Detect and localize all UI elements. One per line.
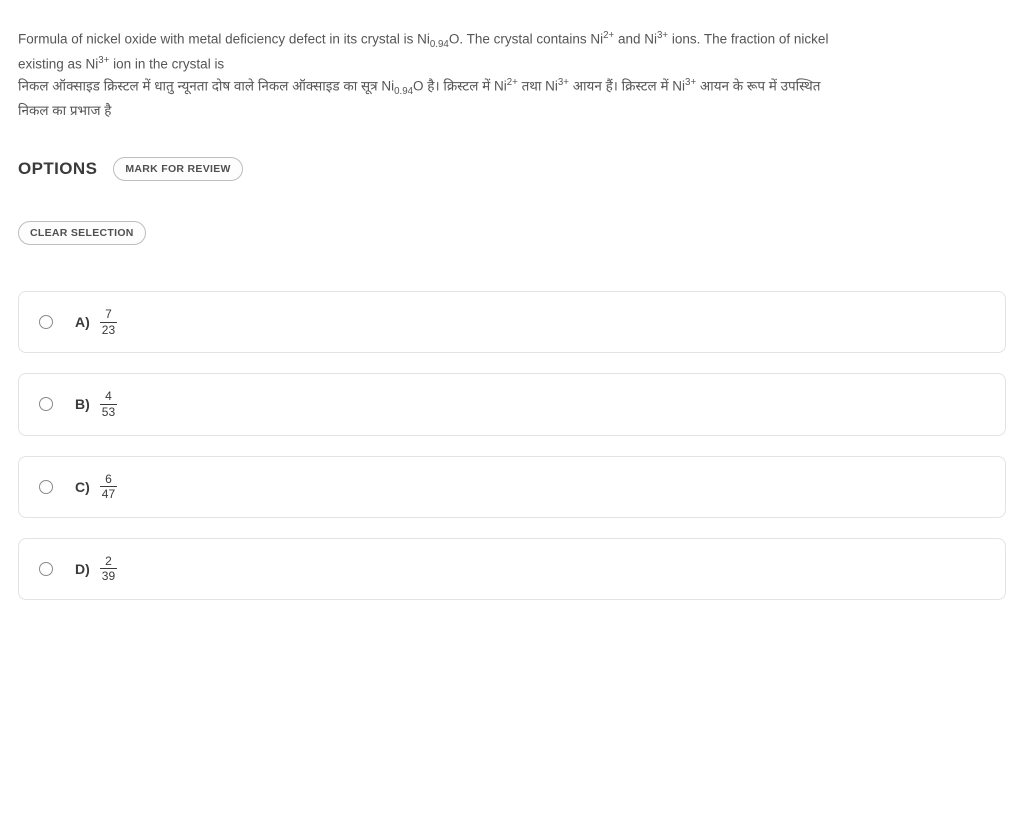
option-b[interactable]: B) 4 53 [18,373,1006,435]
q-hi-sup: 3+ [685,77,696,88]
q-en-part: O. The crystal contains Ni [449,32,603,47]
q-hi-sup: 3+ [558,77,569,88]
mark-for-review-button[interactable]: MARK FOR REVIEW [113,157,242,181]
q-en-part: ion in the crystal is [109,56,224,71]
clear-selection-row: CLEAR SELECTION [18,221,1006,245]
option-fraction: 2 39 [100,555,117,583]
option-fraction: 6 47 [100,473,117,501]
option-body: D) 2 39 [75,555,117,583]
fraction-denominator: 39 [100,568,117,583]
q-hi-part: आयन हैं। क्रिस्टल में Ni [569,78,685,93]
fraction-numerator: 6 [100,473,117,487]
q-hi-part: आयन के रूप में उपस्थित [696,78,820,93]
option-letter: B) [75,396,90,412]
fraction-denominator: 47 [100,486,117,501]
option-fraction: 4 53 [100,390,117,418]
q-en-part: Formula of nickel oxide with metal defic… [18,32,430,47]
fraction-numerator: 7 [100,308,117,322]
q-en-sup: 2+ [603,30,614,41]
radio-icon[interactable] [39,562,53,576]
clear-selection-button[interactable]: CLEAR SELECTION [18,221,146,245]
q-hi-part: तथा Ni [518,78,558,93]
option-body: C) 6 47 [75,473,117,501]
q-hi-sup: 2+ [507,77,518,88]
fraction-denominator: 23 [100,322,117,337]
q-en-sup: 3+ [98,55,109,66]
option-d[interactable]: D) 2 39 [18,538,1006,600]
q-en-part: and Ni [614,32,657,47]
radio-icon[interactable] [39,315,53,329]
option-body: B) 4 53 [75,390,117,418]
q-en-part: existing as Ni [18,56,98,71]
option-a[interactable]: A) 7 23 [18,291,1006,353]
option-fraction: 7 23 [100,308,117,336]
q-hi-part: O है। क्रिस्टल में Ni [413,78,507,93]
option-letter: C) [75,479,90,495]
options-header: OPTIONS MARK FOR REVIEW [18,157,1006,181]
option-letter: A) [75,314,90,330]
q-hi-part: निकल का प्रभाज है [18,103,111,118]
option-letter: D) [75,561,90,577]
options-label: OPTIONS [18,159,97,179]
radio-icon[interactable] [39,397,53,411]
options-list: A) 7 23 B) 4 53 C) 6 47 D) [18,291,1006,600]
question-text: Formula of nickel oxide with metal defic… [18,28,1006,121]
fraction-numerator: 4 [100,390,117,404]
fraction-numerator: 2 [100,555,117,569]
q-en-part: ions. The fraction of nickel [668,32,828,47]
q-en-sup: 3+ [657,30,668,41]
radio-icon[interactable] [39,480,53,494]
q-hi-part: निकल ऑक्साइड क्रिस्टल में धातु न्यूनता द… [18,78,394,93]
option-c[interactable]: C) 6 47 [18,456,1006,518]
fraction-denominator: 53 [100,404,117,419]
q-en-sub: 0.94 [430,39,449,50]
option-body: A) 7 23 [75,308,117,336]
q-hi-sub: 0.94 [394,86,413,97]
